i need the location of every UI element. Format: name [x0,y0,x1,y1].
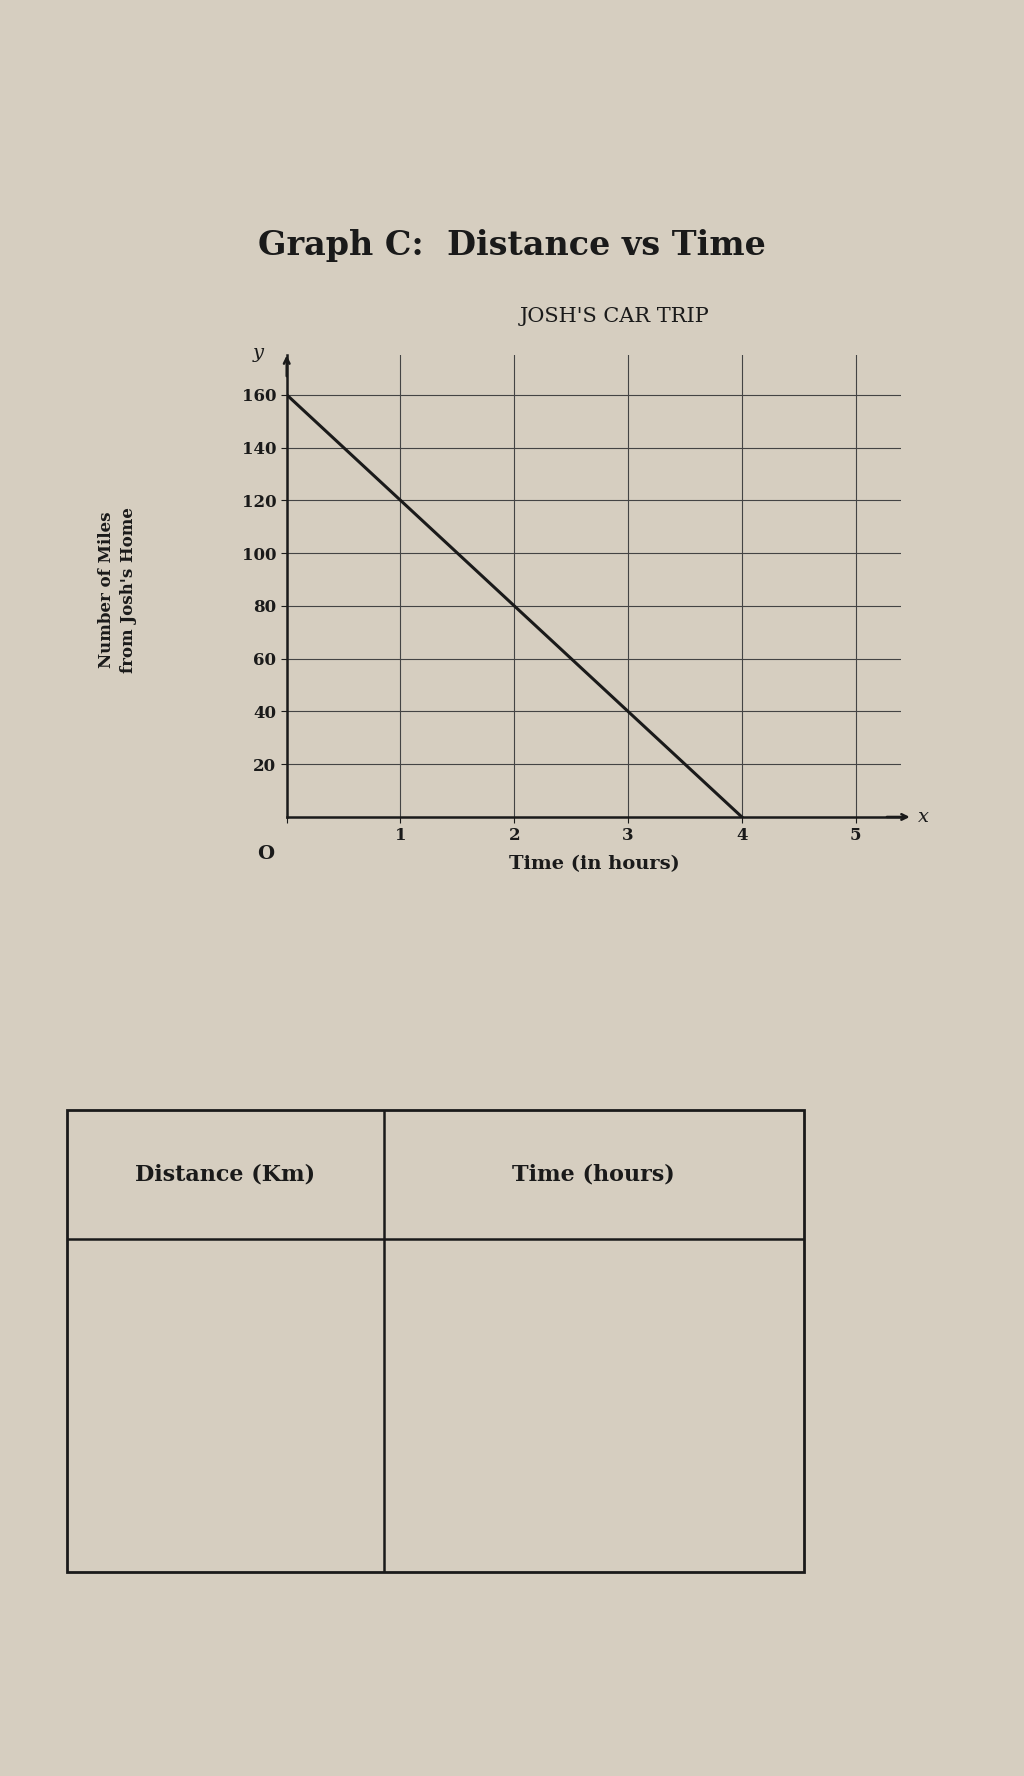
Text: O: O [257,845,274,863]
X-axis label: Time (in hours): Time (in hours) [509,856,679,874]
Text: x: x [919,808,929,826]
Text: Distance (Km): Distance (Km) [135,1163,315,1186]
Text: Number of Miles
from Josh's Home: Number of Miles from Josh's Home [98,506,137,673]
Text: Time (hours): Time (hours) [512,1163,675,1186]
Text: y: y [253,343,264,362]
Text: JOSH'S CAR TRIP: JOSH'S CAR TRIP [519,307,710,325]
Text: Graph C:  Distance vs Time: Graph C: Distance vs Time [258,229,766,261]
